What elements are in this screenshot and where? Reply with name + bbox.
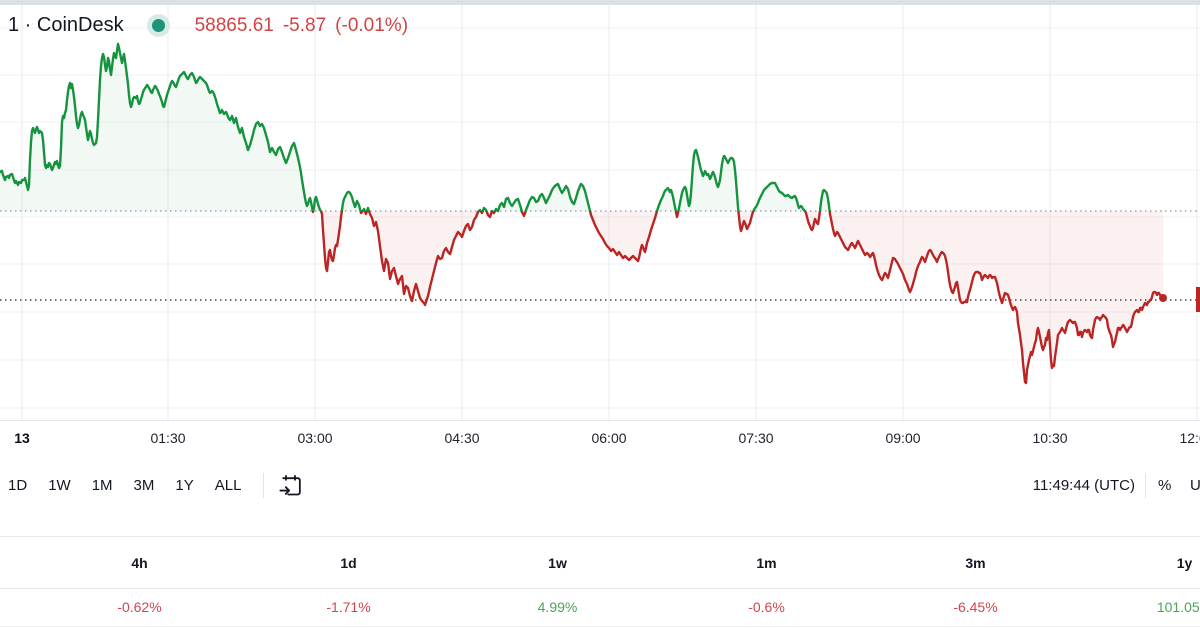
price-readout: 58865.61 -5.87 (-0.01%) xyxy=(195,15,408,37)
market-status-dot-icon xyxy=(151,19,165,32)
range-button-all[interactable]: ALL xyxy=(214,476,242,494)
price-change-percent: (-0.01%) xyxy=(335,14,409,36)
toolbar-divider xyxy=(1145,473,1146,498)
time-tick: 06:00 xyxy=(591,430,627,446)
perf-col-1m: 1m xyxy=(756,554,777,571)
perf-col-4h: 4h xyxy=(131,554,148,571)
range-button-1m[interactable]: 1M xyxy=(91,476,113,494)
time-tick: 09:00 xyxy=(885,430,921,446)
range-button-1y[interactable]: 1Y xyxy=(175,476,194,494)
range-button-1w[interactable]: 1W xyxy=(48,476,71,494)
time-tick: 03:00 xyxy=(297,430,333,446)
perf-value-4h: -0.62% xyxy=(117,599,162,615)
time-tick: 12:00 xyxy=(1179,430,1200,446)
perf-col-1w: 1w xyxy=(548,554,567,571)
toolbar-divider xyxy=(263,473,264,498)
perf-value-1y: 101.05% xyxy=(1156,599,1200,615)
time-tick: 07:30 xyxy=(738,430,774,446)
percent-scale-toggle[interactable]: % xyxy=(1158,476,1172,494)
chart-legend: 1 · CoinDesk 58865.61 -5.87 (-0.01%) xyxy=(8,14,408,37)
last-price: 58865.61 xyxy=(194,14,274,36)
go-to-date-icon xyxy=(279,475,301,496)
price-chart[interactable] xyxy=(0,0,1200,420)
timezone-clock-button[interactable]: 11:49:44 (UTC) xyxy=(1032,476,1135,494)
performance-header-row: 4h 1d 1w 1m 3m 1y xyxy=(35,537,1200,588)
price-change: -5.87 xyxy=(282,14,327,36)
top-edge-bar xyxy=(0,0,1200,5)
time-tick: 04:30 xyxy=(444,430,480,446)
time-axis[interactable]: 13 01:30 03:00 04:30 06:00 07:30 09:00 1… xyxy=(0,420,1200,456)
perf-col-3m: 3m xyxy=(965,554,986,571)
time-tick: 01:30 xyxy=(150,430,186,446)
range-button-3m[interactable]: 3M xyxy=(133,476,155,494)
performance-value-row: -0.62% -1.71% 4.99% -0.6% -6.45% 101.05% xyxy=(35,588,1200,626)
perf-value-3m: -6.45% xyxy=(953,599,998,615)
chart-toolbar: 1D 1W 1M 3M 1Y ALL 11:49:44 (UTC) % USD xyxy=(0,455,1200,515)
range-switcher: 1D 1W 1M 3M 1Y ALL xyxy=(7,455,242,515)
currency-scale-toggle[interactable]: USD xyxy=(1190,476,1200,494)
time-tick: 10:30 xyxy=(1032,430,1068,446)
perf-value-1w: 4.99% xyxy=(537,599,578,615)
table-divider xyxy=(0,626,1200,627)
time-tick: 13 xyxy=(14,430,30,446)
symbol-title: 1 · CoinDesk xyxy=(8,14,124,36)
perf-value-1d: -1.71% xyxy=(326,599,371,615)
perf-col-1d: 1d xyxy=(340,554,357,571)
go-to-date-button[interactable] xyxy=(277,472,304,499)
range-button-1d[interactable]: 1D xyxy=(8,476,28,494)
perf-col-1y: 1y xyxy=(1176,554,1193,571)
table-divider xyxy=(0,536,1200,537)
table-divider xyxy=(0,588,1200,589)
perf-value-1m: -0.6% xyxy=(748,599,785,615)
